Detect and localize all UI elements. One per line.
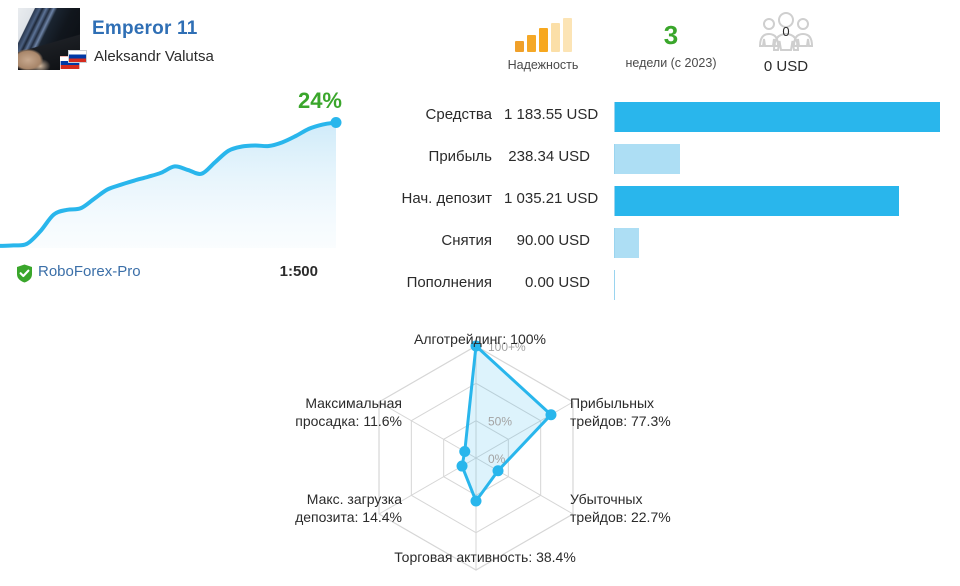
russia-flag-icon	[68, 50, 87, 63]
stat-bar	[614, 102, 940, 132]
radar-label-deposit-load: Макс. загрузка депозита: 14.4%	[295, 491, 402, 525]
radar-label-algotrading: Алготрейдинг: 100%	[413, 331, 546, 347]
equity-gain-label: 24%	[297, 88, 342, 113]
stat-value: 1 035.21 USD	[504, 190, 599, 207]
stat-bar-track	[614, 138, 940, 180]
stat-bar-track	[614, 180, 940, 222]
stat-bar	[614, 228, 639, 258]
kpi-account-age: 3 недели (с 2023)	[606, 18, 736, 70]
investors-count: 0	[782, 24, 790, 39]
stat-value: 1 183.55 USD	[504, 106, 599, 123]
stat-label: Нач. депозит	[401, 190, 492, 207]
broker-row: RoboForex-Pro 1:500	[0, 262, 360, 290]
stat-value: 90.00 USD	[516, 232, 590, 249]
leverage-value: 1:500	[279, 263, 318, 280]
investors-funds-amount: 0 USD	[763, 58, 809, 75]
profile-header: Emperor 11 Aleksandr Valutsa Надежность …	[0, 0, 960, 88]
kpi-reliability[interactable]: Надежность	[480, 18, 606, 72]
table-row: Пополнения 0.00 USD	[370, 264, 960, 306]
people-group-icon: 0	[726, 12, 846, 58]
radar-label-trading-activity: Торговая активность: 38.4%	[394, 549, 576, 565]
stat-bar-track	[614, 96, 940, 138]
account-age-value: 3	[663, 20, 679, 50]
radar-ring-label: 50%	[488, 415, 512, 429]
stat-label: Пополнения	[406, 274, 492, 291]
equity-chart-panel[interactable]: 24%	[0, 88, 360, 258]
stat-bar	[614, 144, 680, 174]
radar-label-profitable-trades: Прибыльных трейдов: 77.3%	[570, 395, 671, 429]
stat-value: 0.00 USD	[524, 274, 590, 291]
radar-data-point[interactable]	[545, 409, 557, 421]
radar-axis-spoke	[475, 401, 574, 459]
radar-label-losing-trades: Убыточных трейдов: 22.7%	[570, 491, 671, 525]
radar-data-point[interactable]	[470, 340, 482, 352]
kpi-investors-funds: 0 0 USD	[726, 12, 846, 75]
radar-axis-spoke	[378, 401, 477, 459]
verified-shield-icon	[16, 264, 33, 288]
trader-profile-radar-panel[interactable]: 0% 50% 100+% Алготрейдинг: 100% Прибыльных…	[260, 330, 700, 586]
radar-data-point[interactable]	[456, 460, 468, 472]
stat-bar	[614, 186, 900, 216]
radar-axis-spoke	[475, 457, 574, 515]
radar-label-max-drawdown: Максимальная просадка: 11.6%	[295, 395, 402, 429]
table-row: Нач. депозит 1 035.21 USD	[370, 180, 960, 222]
radar-data-point[interactable]	[492, 465, 504, 477]
equity-curve-chart[interactable]	[0, 102, 348, 258]
reliability-label: Надежность	[507, 58, 579, 72]
stat-bar	[614, 270, 615, 300]
equity-endpoint-marker	[330, 116, 342, 128]
radar-chart[interactable]: 0% 50% 100+%	[260, 330, 700, 586]
broker-name[interactable]: RoboForex-Pro	[38, 263, 141, 280]
radar-ring-label: 0%	[488, 452, 506, 466]
owner-name: Aleksandr Valutsa	[94, 48, 214, 65]
table-row: Прибыль 238.34 USD	[370, 138, 960, 180]
stat-bar-track	[614, 264, 940, 306]
stat-label: Снятия	[441, 232, 492, 249]
radar-data-point[interactable]	[459, 446, 471, 457]
stat-label: Средства	[425, 106, 492, 123]
page-title[interactable]: Emperor 11	[92, 18, 198, 39]
table-row: Средства 1 183.55 USD	[370, 96, 960, 138]
avatar[interactable]	[18, 8, 80, 70]
stat-value: 238.34 USD	[508, 148, 590, 165]
radar-ring-label: 100+%	[488, 340, 526, 354]
signal-bars-icon	[480, 18, 606, 52]
account-age-label: недели (с 2023)	[625, 56, 717, 70]
stat-label: Прибыль	[428, 148, 492, 165]
account-stats-table: Средства 1 183.55 USD Прибыль 238.34 USD Нач…	[370, 96, 960, 306]
table-row: Снятия 90.00 USD	[370, 222, 960, 264]
owner-row: Aleksandr Valutsa	[68, 48, 214, 65]
stat-bar-track	[614, 222, 940, 264]
radar-data-point[interactable]	[470, 495, 482, 507]
